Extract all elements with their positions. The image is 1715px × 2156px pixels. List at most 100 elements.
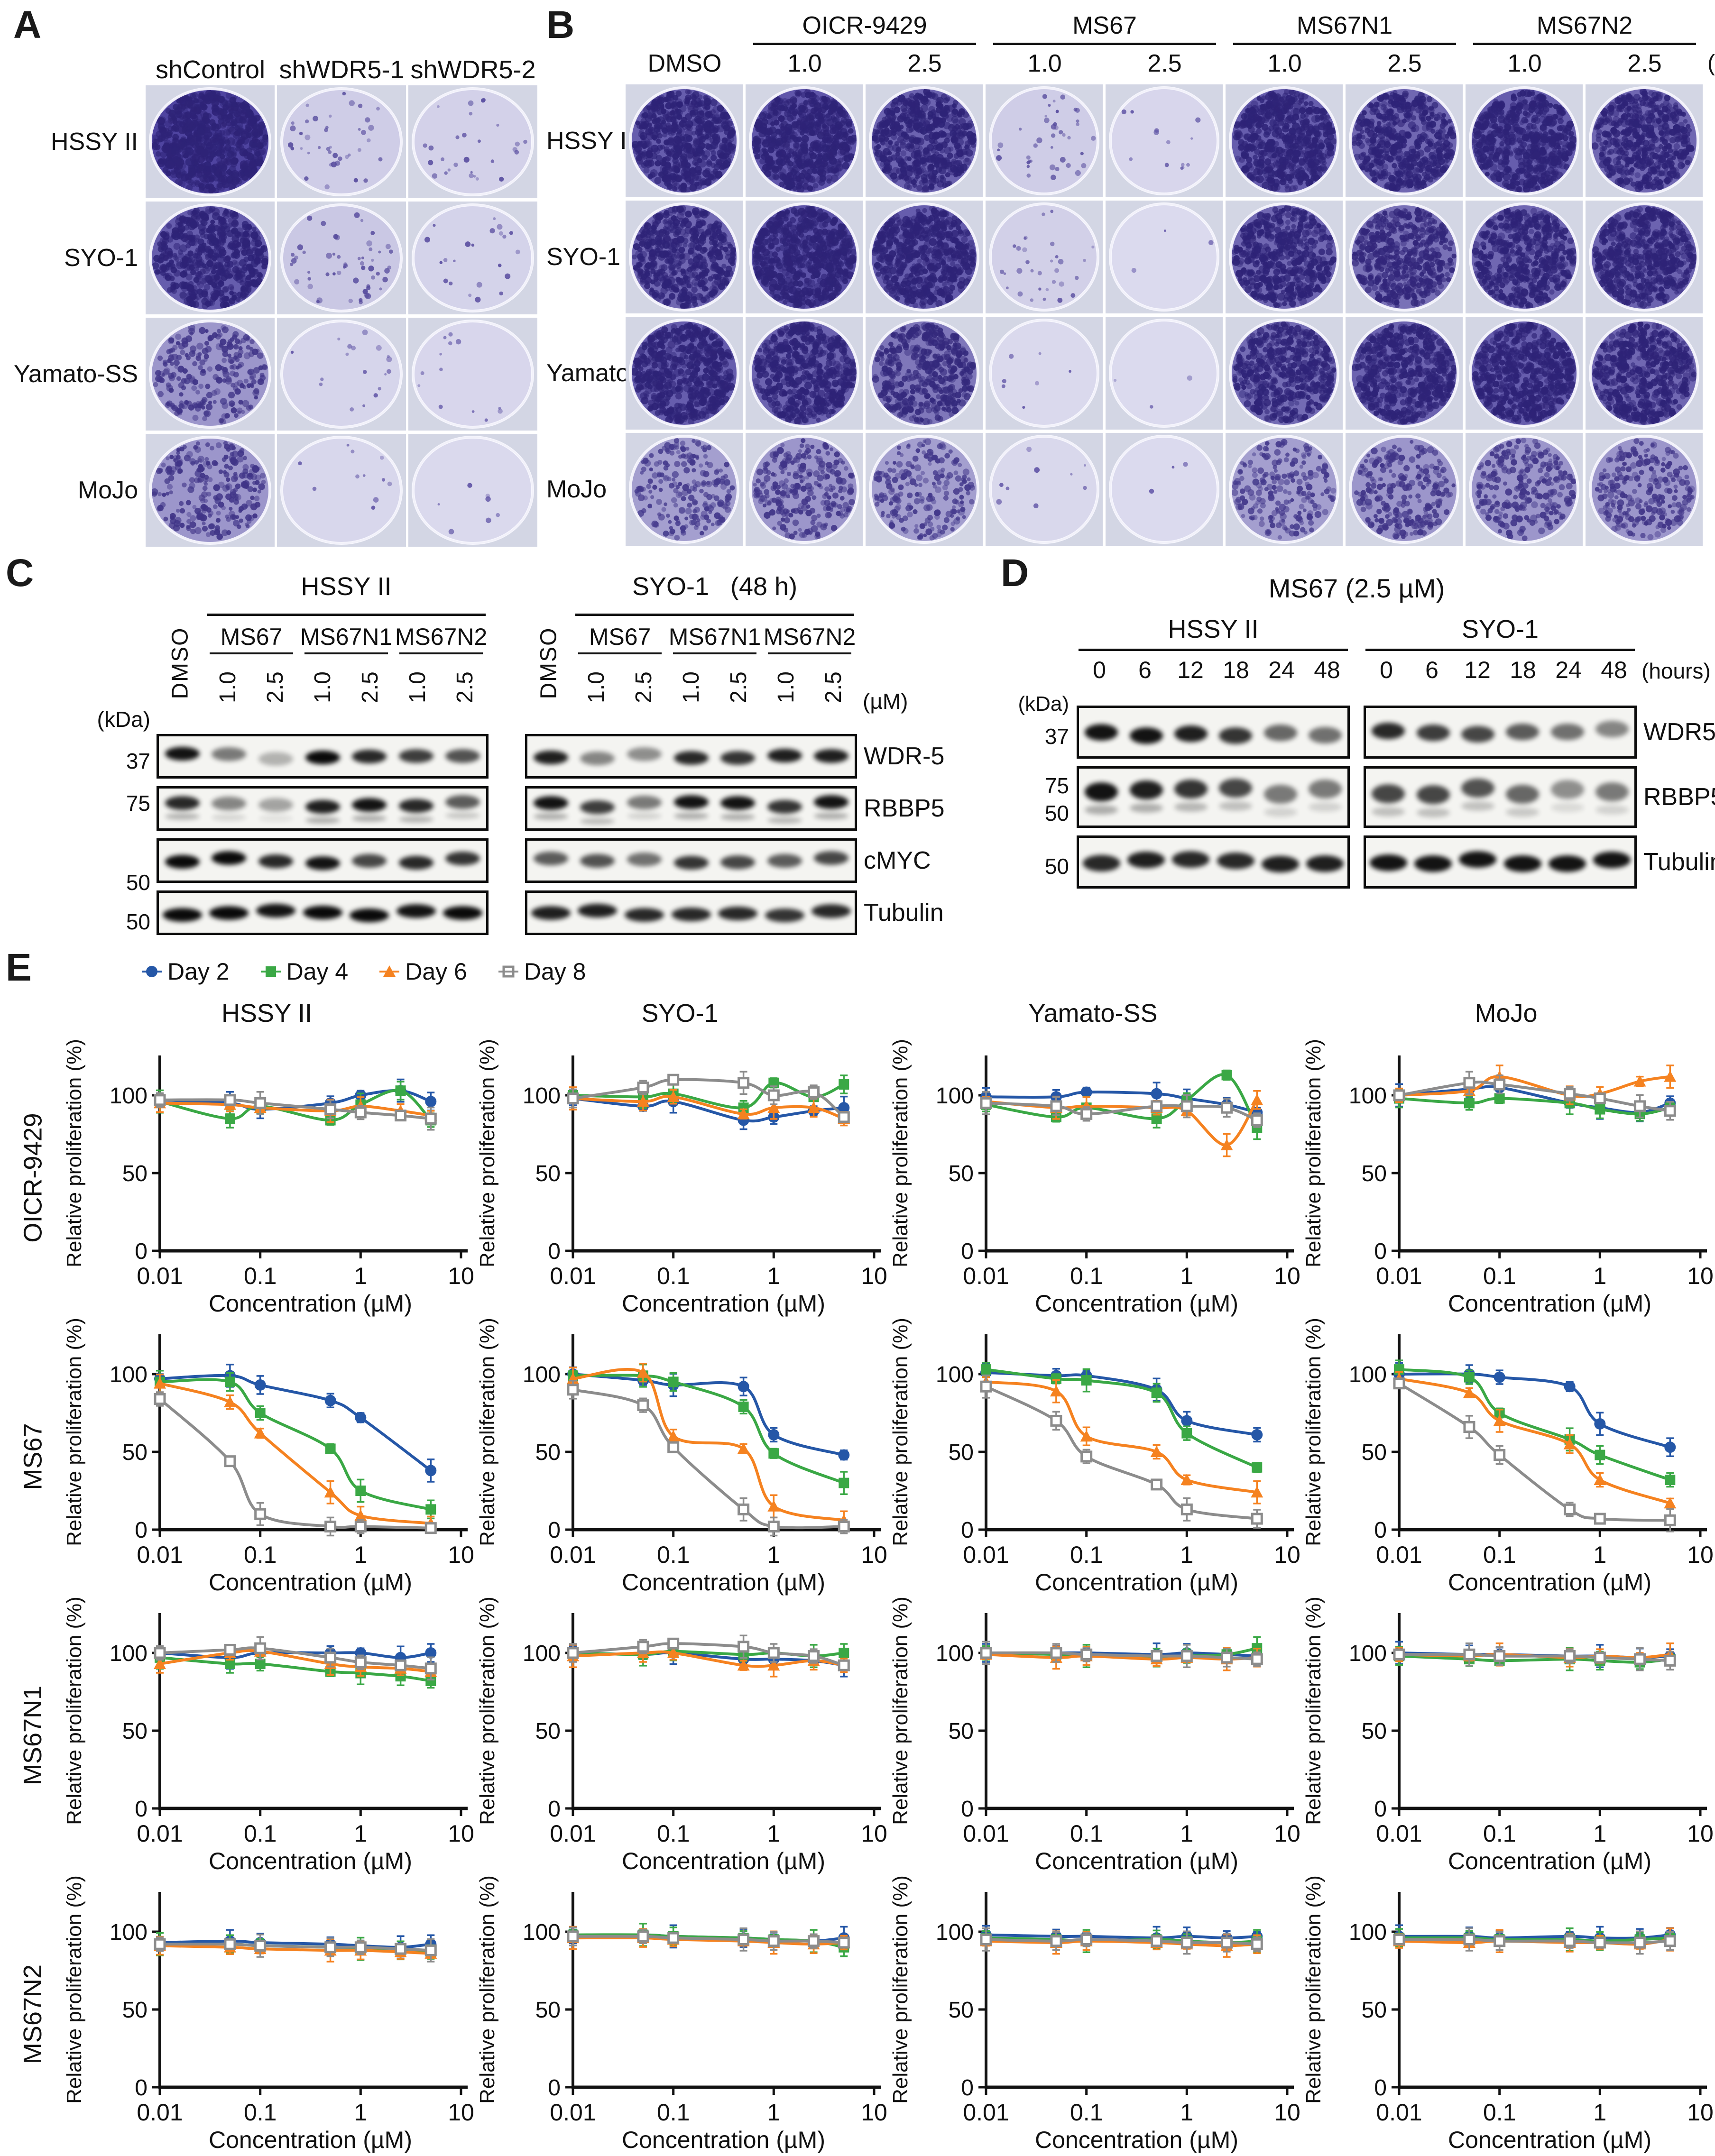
colony-plate <box>1346 433 1463 546</box>
panel-d-time: 48 <box>1314 657 1340 683</box>
protein-band <box>814 851 848 865</box>
colony-plate <box>1106 84 1223 197</box>
colony-plate <box>1586 201 1703 313</box>
legend-item: Day 4 <box>260 958 349 985</box>
protein-label: RBBP5 <box>1643 783 1715 811</box>
protein-band <box>814 795 848 809</box>
plate-cell <box>1226 433 1343 546</box>
kda-marker: 75 <box>126 791 150 816</box>
panel-d-group-title: HSSY II <box>1168 615 1259 643</box>
panel-d-time: 6 <box>1138 657 1152 683</box>
protein-band-minor <box>165 813 200 820</box>
colony-plate <box>1586 84 1703 197</box>
protein-band-minor <box>305 817 340 824</box>
protein-band-minor <box>352 815 387 822</box>
protein-band <box>1504 855 1541 872</box>
panel-a-row-label: Yamato-SS <box>13 360 138 388</box>
kda-marker: 50 <box>126 909 150 935</box>
legend-item: Day 8 <box>498 958 586 985</box>
colony-plate <box>1466 84 1583 197</box>
colony-plate <box>277 318 406 431</box>
protein-band-minor <box>767 817 802 824</box>
legend-label: Day 2 <box>167 958 230 985</box>
dose-response-chart: 0 50 100 0.01 0.1 1 10 Concentration (µM) Relati… <box>886 1596 1300 1877</box>
protein-band-minor <box>1506 807 1539 817</box>
colony-plate <box>866 317 983 430</box>
drug-underline <box>578 652 662 654</box>
protein-band <box>1461 779 1494 798</box>
plate-cell <box>1106 433 1223 546</box>
dose-response-chart: 0 50 100 0.01 0.1 1 10 Concentration (µM) Relati… <box>473 1596 887 1877</box>
plate-cell <box>866 317 983 430</box>
protein-band <box>445 749 480 763</box>
panel-a: A shControl shWDR5-1 shWDR5-2 HSSY II SYO-1 <box>9 4 543 550</box>
colony-plate <box>626 317 743 430</box>
drug-underline <box>768 652 851 654</box>
protein-band <box>1461 726 1494 743</box>
protein-band <box>212 797 246 810</box>
plate-cell <box>1466 201 1583 313</box>
legend-item: Day 6 <box>378 958 467 985</box>
plate-cell <box>986 201 1103 313</box>
dose-response-chart: 0 50 100 0.01 0.1 1 10 Concentration (µM) Relati… <box>60 1038 474 1320</box>
panel-b-row-label: MoJo <box>546 476 607 503</box>
protein-band <box>625 908 664 922</box>
protein-band <box>718 907 757 920</box>
protein-band <box>352 750 387 763</box>
panel-a-col-header: shWDR5-1 <box>279 55 405 84</box>
group-underline <box>1079 649 1348 651</box>
plate-cell <box>626 317 743 430</box>
blot-box <box>525 734 857 779</box>
protein-band-minor <box>399 816 433 823</box>
protein-band-minor <box>1085 805 1118 815</box>
plate-cell <box>408 85 537 198</box>
panel-a-row-label: SYO-1 <box>64 244 138 272</box>
group-underline <box>1365 649 1635 651</box>
protein-band <box>396 904 436 918</box>
dose-response-chart: 0 50 100 0.01 0.1 1 10 Concentration (µM) Relati… <box>473 1317 887 1598</box>
dose-response-chart: 0 50 100 0.01 0.1 1 10 Concentration (µM) Relati… <box>1300 1875 1714 2156</box>
blot-box <box>1364 835 1637 889</box>
protein-band <box>165 747 200 761</box>
plate-cell <box>866 201 983 313</box>
panel-a-col-header: shWDR5-2 <box>410 55 536 84</box>
blot-box <box>1077 766 1350 828</box>
protein-band <box>165 796 200 810</box>
plate-cell <box>1106 84 1223 197</box>
protein-band <box>212 747 246 761</box>
colony-plate <box>146 318 275 431</box>
colony-plate <box>1346 317 1463 430</box>
plate-cell <box>746 433 863 546</box>
protein-band <box>1417 785 1450 804</box>
panel-c-label: C <box>6 551 34 595</box>
protein-band <box>720 796 755 810</box>
colony-plate <box>408 434 537 547</box>
protein-label: WDR-5 <box>864 743 945 770</box>
panel-d-time: 12 <box>1177 657 1204 683</box>
protein-band-minor <box>1417 808 1450 817</box>
protein-band <box>1417 725 1450 741</box>
colony-plate <box>277 434 406 547</box>
colony-plate <box>1586 433 1703 546</box>
legend-marker-square <box>260 966 281 977</box>
chart-row-title: OICR-9429 <box>18 1113 47 1243</box>
protein-band <box>811 904 851 918</box>
protein-band-minor <box>1461 801 1494 811</box>
plate-cell <box>626 433 743 546</box>
legend-label: Day 4 <box>286 958 349 985</box>
colony-plate <box>408 85 537 198</box>
protein-band <box>578 904 617 917</box>
protein-band <box>674 795 709 809</box>
protein-band <box>767 800 802 814</box>
colony-plate <box>408 202 537 314</box>
panel-b-dose: 2.5 <box>1627 50 1662 77</box>
panel-c-group-title: SYO-1 (48 h) <box>632 572 798 601</box>
protein-band <box>720 855 755 869</box>
protein-band <box>1219 727 1252 744</box>
